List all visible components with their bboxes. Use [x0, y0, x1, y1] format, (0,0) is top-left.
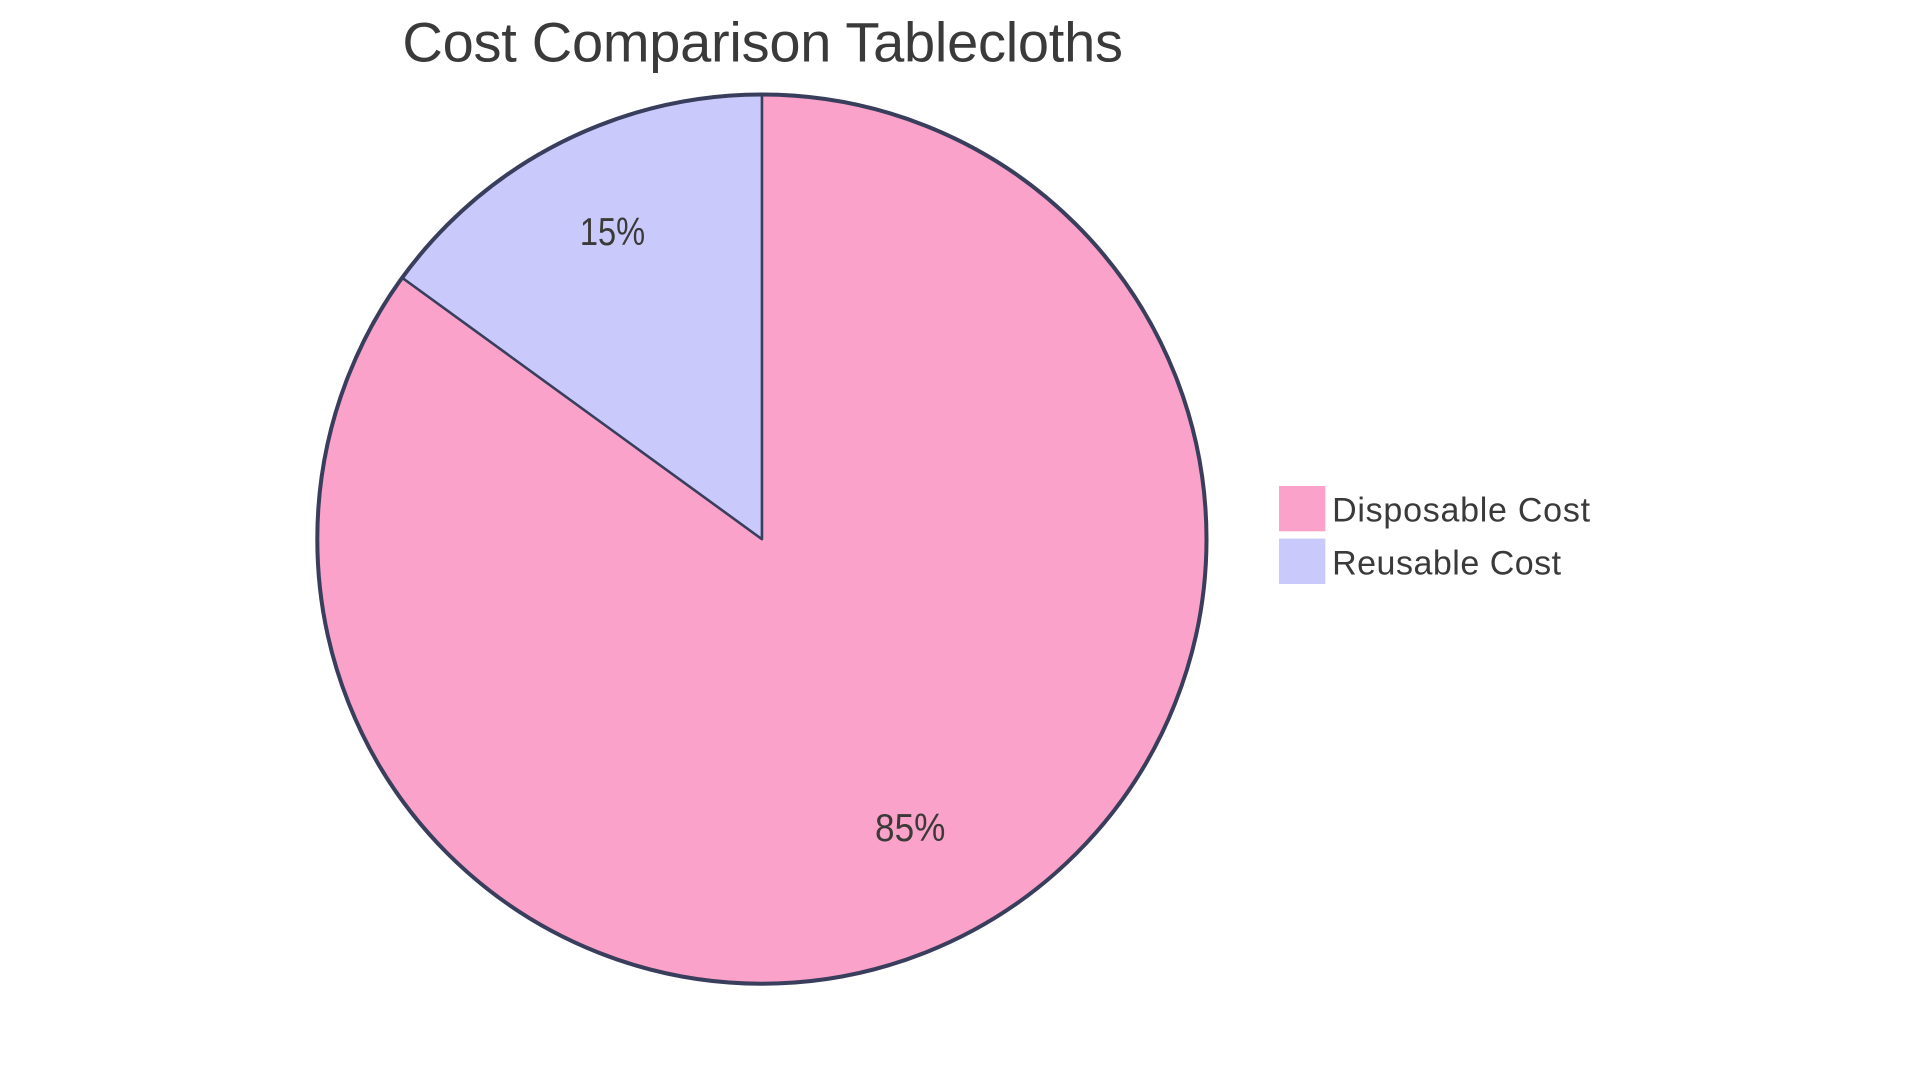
svg-text:85%: 85% [875, 807, 945, 850]
svg-text:Reusable Cost: Reusable Cost [1332, 544, 1562, 582]
svg-text:Disposable Cost: Disposable Cost [1332, 492, 1591, 530]
svg-text:Cost Comparison Tablecloths: Cost Comparison Tablecloths [402, 10, 1122, 73]
svg-text:15%: 15% [580, 211, 645, 254]
